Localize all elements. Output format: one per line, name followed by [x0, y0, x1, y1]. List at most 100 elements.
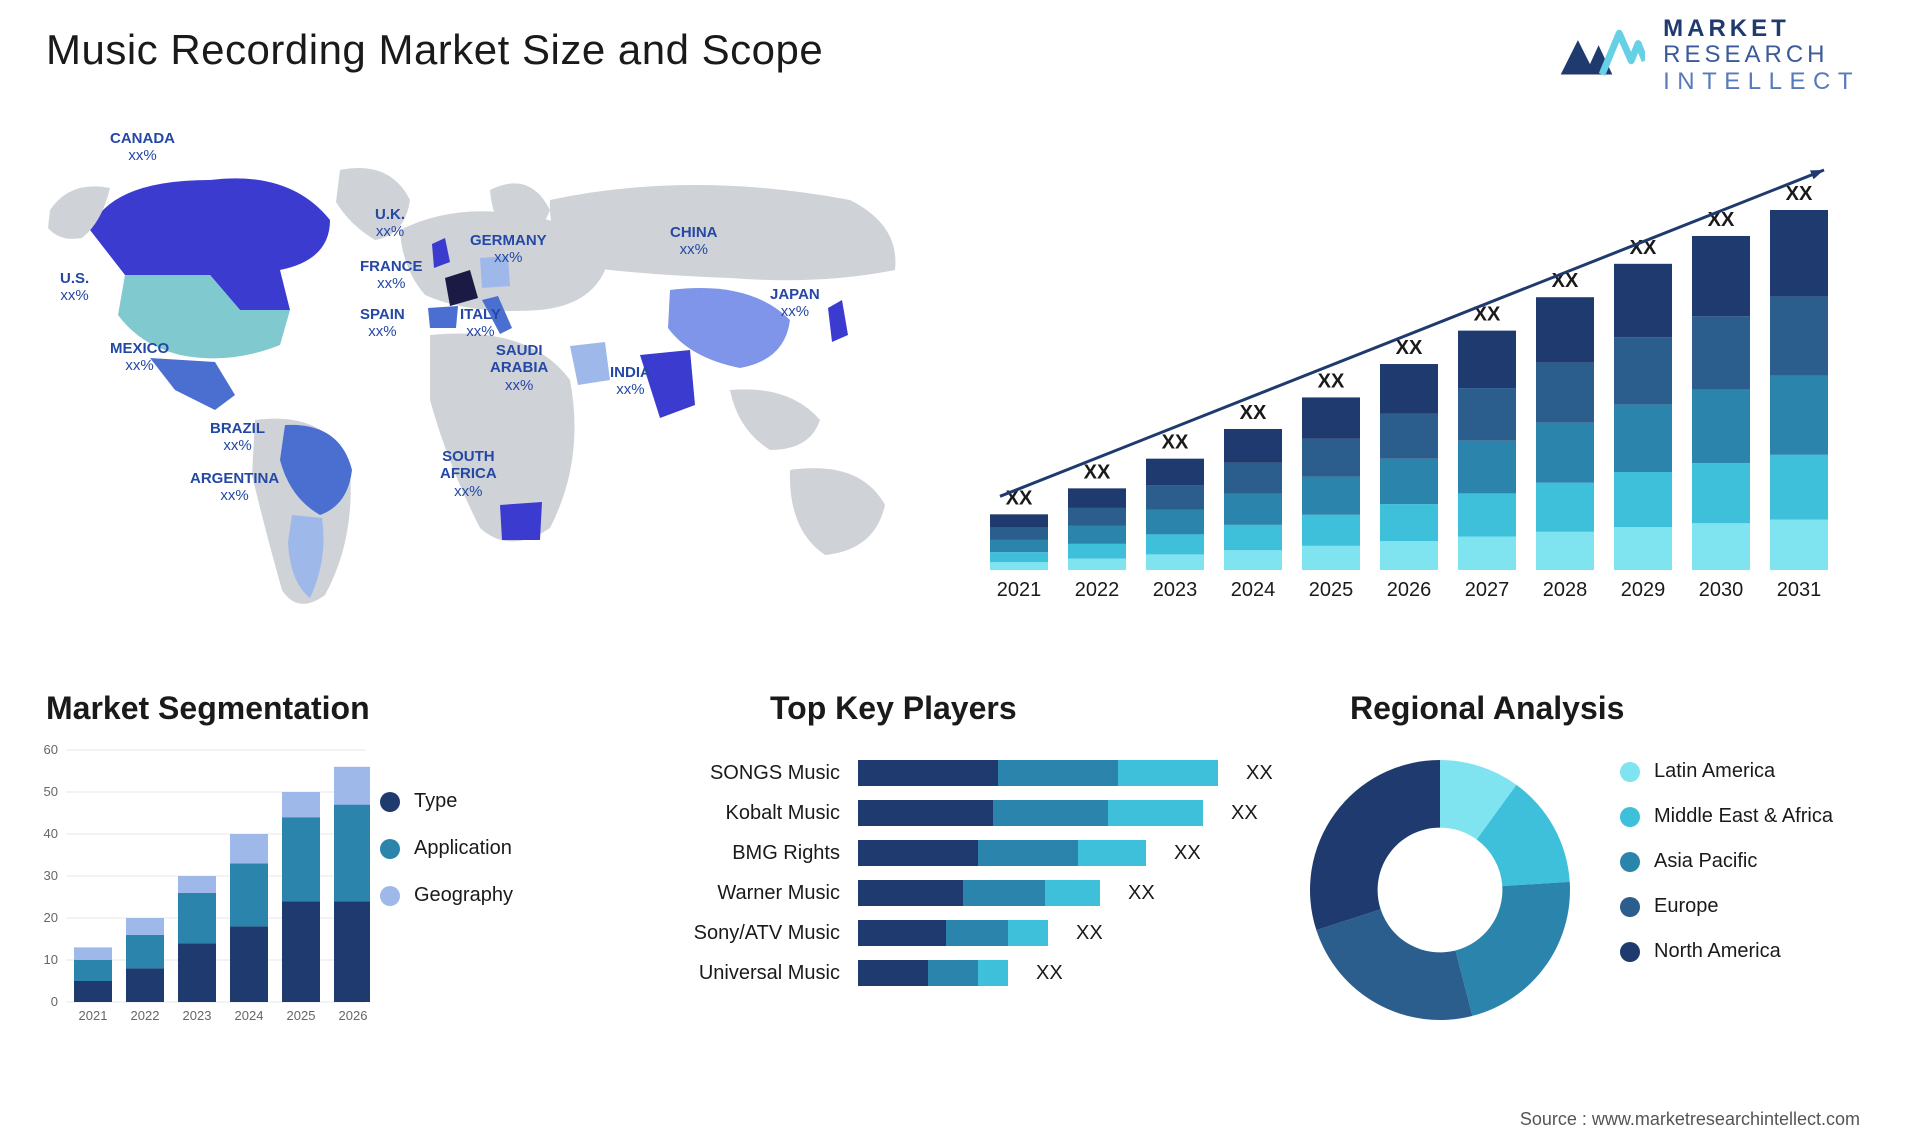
seg-ytick: 30 — [44, 868, 58, 883]
legend-label: Europe — [1654, 895, 1719, 918]
seg-bar-seg — [334, 805, 370, 902]
legend-swatch-icon — [1620, 897, 1640, 917]
main-bar-seg — [1770, 376, 1828, 455]
seg-xtick: 2021 — [79, 1008, 108, 1023]
seg-bar-seg — [282, 792, 320, 817]
key-player-seg — [858, 840, 978, 866]
main-bar-seg — [1458, 441, 1516, 494]
key-player-bar — [858, 840, 1146, 866]
key-player-value: XX — [1231, 802, 1258, 825]
main-bar-label: XX — [1786, 183, 1813, 205]
map-label-saudi-arabia: SAUDIARABIAxx% — [490, 342, 548, 394]
main-bar-seg — [1302, 397, 1360, 438]
main-bar-seg — [990, 562, 1048, 570]
legend-swatch-icon — [1620, 807, 1640, 827]
main-bar-label: XX — [1318, 370, 1345, 392]
seg-bar-seg — [178, 876, 216, 893]
brand-text-2: RESEARCH — [1663, 42, 1860, 68]
main-bar-seg — [1536, 532, 1594, 570]
main-bar-seg — [1536, 423, 1594, 483]
key-player-label: Sony/ATV Music — [660, 922, 840, 945]
key-player-row: SONGS Music XX — [660, 760, 1280, 786]
key-player-seg — [1118, 760, 1218, 786]
key-player-label: BMG Rights — [660, 842, 840, 865]
main-bar-seg — [990, 514, 1048, 527]
key-player-row: BMG RightsXX — [660, 840, 1280, 866]
main-bar-seg — [1770, 455, 1828, 520]
key-player-row: Universal MusicXX — [660, 960, 1280, 986]
main-bar-year: 2023 — [1153, 579, 1198, 601]
main-bar-seg — [1068, 544, 1126, 559]
main-bar-seg — [1614, 264, 1672, 337]
regional-legend-item: Middle East & Africa — [1620, 805, 1833, 828]
source-text: Source : www.marketresearchintellect.com — [1520, 1109, 1860, 1130]
seg-legend-item: Type — [380, 790, 513, 813]
main-bar-year: 2029 — [1621, 579, 1666, 601]
main-bar-label: XX — [1162, 432, 1189, 454]
key-player-label: SONGS Music — [660, 762, 840, 785]
key-player-bar — [858, 880, 1100, 906]
legend-swatch-icon — [380, 839, 400, 859]
main-bar-seg — [1692, 316, 1750, 389]
main-bar-seg — [1458, 536, 1516, 570]
safrica-region — [500, 502, 542, 540]
main-bar-seg — [1146, 534, 1204, 554]
main-bar-seg — [1614, 405, 1672, 472]
seg-bar-seg — [282, 817, 320, 901]
key-player-seg — [993, 800, 1108, 826]
main-bar-seg — [1692, 236, 1750, 316]
legend-swatch-icon — [1620, 852, 1640, 872]
legend-label: Latin America — [1654, 760, 1775, 783]
map-label-u-s-: U.S.xx% — [60, 270, 89, 305]
legend-swatch-icon — [380, 886, 400, 906]
key-player-seg — [858, 800, 993, 826]
spain-region — [428, 306, 458, 328]
seg-bar-seg — [178, 893, 216, 943]
seg-ytick: 60 — [44, 742, 58, 757]
key-player-seg — [998, 760, 1118, 786]
key-player-value: XX — [1128, 882, 1155, 905]
regional-title: Regional Analysis — [1350, 690, 1624, 727]
seg-bar-seg — [126, 918, 164, 935]
main-bar-seg — [1302, 546, 1360, 570]
main-bar-seg — [1302, 439, 1360, 477]
seg-ytick: 10 — [44, 952, 58, 967]
map-label-japan: JAPANxx% — [770, 286, 820, 321]
seg-bar-seg — [282, 901, 320, 1002]
main-bar-seg — [1068, 488, 1126, 508]
main-bar-year: 2025 — [1309, 579, 1354, 601]
regional-legend-item: North America — [1620, 940, 1833, 963]
key-player-seg — [858, 960, 928, 986]
map-label-india: INDIAxx% — [610, 364, 651, 399]
main-bar-seg — [1614, 472, 1672, 527]
main-bar-year: 2022 — [1075, 579, 1120, 601]
main-bar-seg — [1224, 494, 1282, 525]
key-player-seg — [946, 920, 1008, 946]
key-player-value: XX — [1246, 762, 1273, 785]
brand-text-1: MARKET — [1663, 16, 1860, 42]
market-size-chart: XX2021XX2022XX2023XX2024XX2025XX2026XX20… — [980, 140, 1860, 610]
regional-legend-item: Europe — [1620, 895, 1833, 918]
main-bar-seg — [1770, 296, 1828, 375]
legend-label: Middle East & Africa — [1654, 805, 1833, 828]
main-bar-seg — [1614, 527, 1672, 570]
main-bar-seg — [1458, 493, 1516, 536]
main-bar-label: XX — [1084, 461, 1111, 483]
main-bar-seg — [1692, 463, 1750, 523]
main-bar-seg — [1536, 483, 1594, 532]
key-player-seg — [858, 880, 963, 906]
map-label-argentina: ARGENTINAxx% — [190, 470, 279, 505]
regional-legend: Latin AmericaMiddle East & AfricaAsia Pa… — [1620, 760, 1833, 963]
key-player-seg — [978, 960, 1008, 986]
segmentation-legend: TypeApplicationGeography — [380, 790, 513, 907]
seg-legend-item: Geography — [380, 884, 513, 907]
key-player-row: Sony/ATV MusicXX — [660, 920, 1280, 946]
main-bar-label: XX — [1396, 337, 1423, 359]
key-player-bar — [858, 960, 1008, 986]
main-bar-seg — [1380, 541, 1438, 570]
brand-logo: MARKET RESEARCH INTELLECT — [1559, 16, 1860, 95]
main-bar-seg — [1146, 459, 1204, 486]
legend-label: Geography — [414, 884, 513, 907]
main-bar-seg — [990, 540, 1048, 552]
main-bar-label: XX — [1708, 209, 1735, 231]
